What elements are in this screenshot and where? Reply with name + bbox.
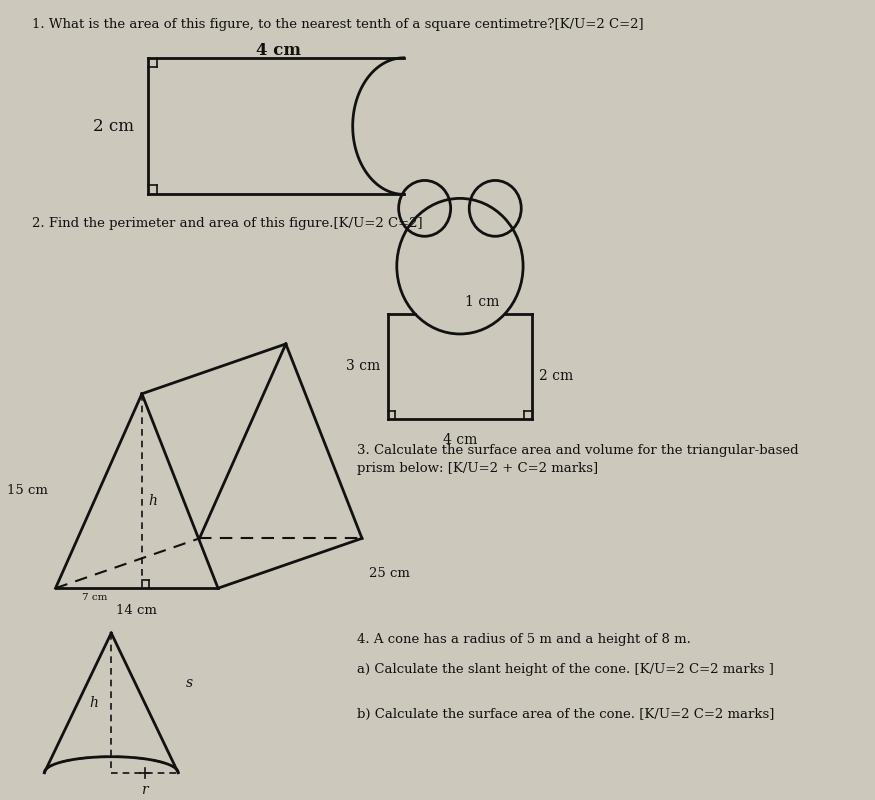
Text: 14 cm: 14 cm <box>116 604 158 617</box>
Text: 4. A cone has a radius of 5 m and a height of 8 m.: 4. A cone has a radius of 5 m and a heig… <box>357 633 691 646</box>
Text: 2. Find the perimeter and area of this figure.[K/U=2 C=2]: 2. Find the perimeter and area of this f… <box>32 218 423 230</box>
Text: 3. Calculate the surface area and volume for the triangular-based
prism below: [: 3. Calculate the surface area and volume… <box>357 444 799 474</box>
Text: 4 cm: 4 cm <box>255 42 301 59</box>
Text: r: r <box>142 782 148 797</box>
Text: 2 cm: 2 cm <box>94 118 135 134</box>
Text: 15 cm: 15 cm <box>7 485 48 498</box>
Text: 4 cm: 4 cm <box>443 433 477 446</box>
Text: 2 cm: 2 cm <box>539 370 574 383</box>
Text: h: h <box>149 494 157 508</box>
Text: h: h <box>89 696 98 710</box>
Text: 7 cm: 7 cm <box>81 593 107 602</box>
Text: 1. What is the area of this figure, to the nearest tenth of a square centimetre?: 1. What is the area of this figure, to t… <box>32 18 644 31</box>
Text: b) Calculate the surface area of the cone. [K/U=2 C=2 marks]: b) Calculate the surface area of the con… <box>357 708 774 721</box>
Text: 3 cm: 3 cm <box>346 359 381 374</box>
Text: 1 cm: 1 cm <box>465 295 499 309</box>
Text: a) Calculate the slant height of the cone. [K/U=2 C=2 marks ]: a) Calculate the slant height of the con… <box>357 663 774 676</box>
Text: 25 cm: 25 cm <box>369 566 410 580</box>
Text: s: s <box>186 676 192 690</box>
